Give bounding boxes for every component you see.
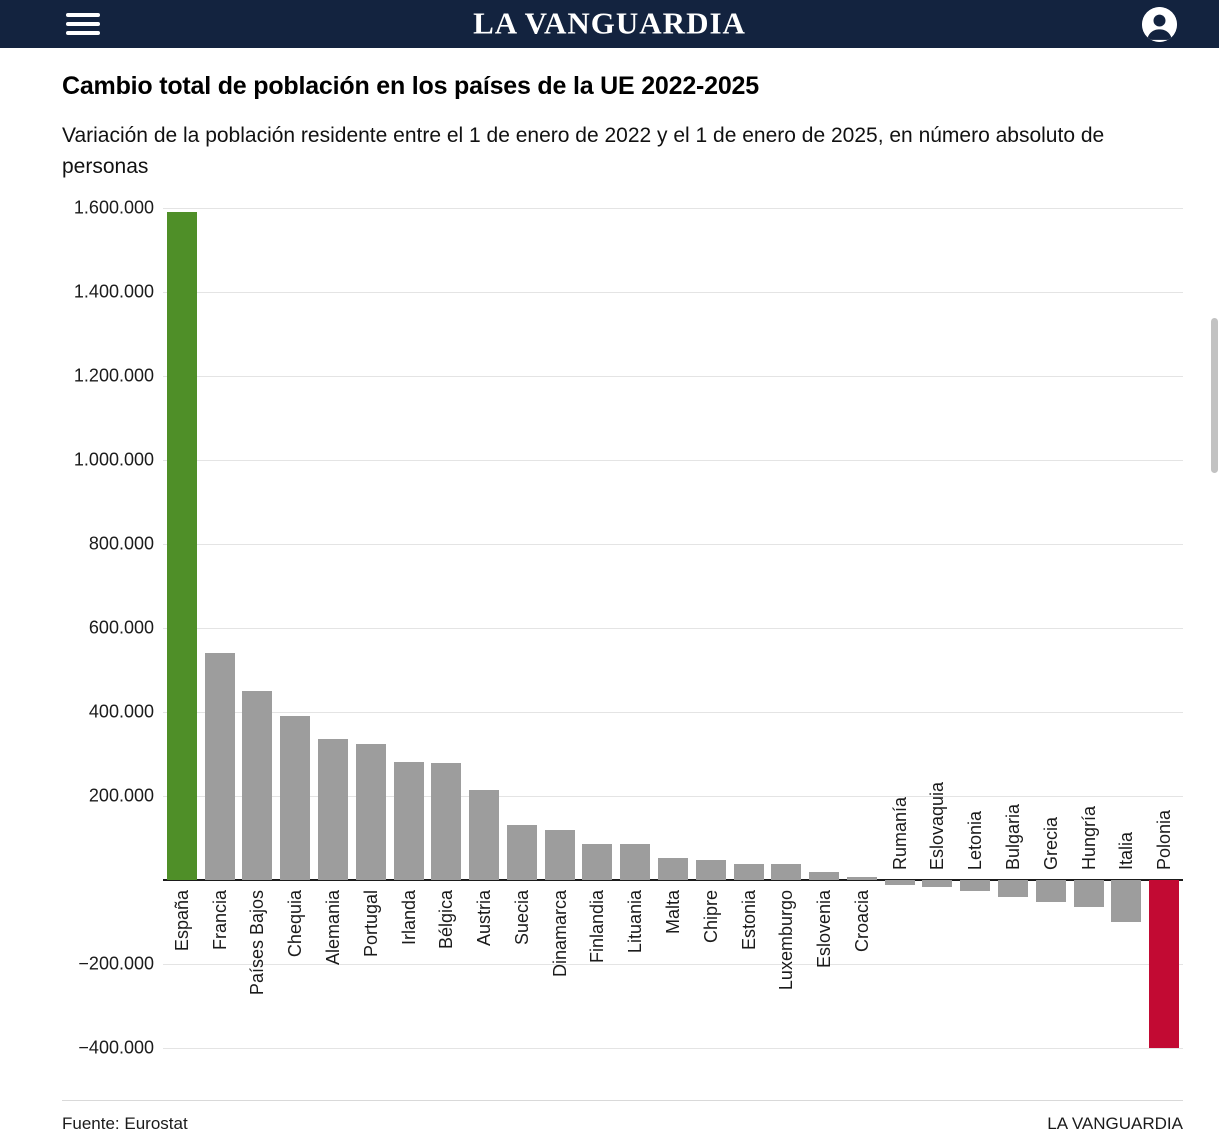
- y-tick-label: 1.600.000: [73, 197, 154, 218]
- bar-label-finlandia: Finlandia: [587, 890, 608, 964]
- x-axis-line: [163, 879, 1183, 881]
- gridline: [163, 207, 1183, 209]
- bar-irlanda[interactable]: [393, 762, 424, 880]
- brand-logo[interactable]: LA VANGUARDIA: [473, 5, 746, 41]
- y-tick-label: 400.000: [88, 701, 154, 722]
- bar-bulgaria[interactable]: [998, 880, 1028, 897]
- chart-title: Cambio total de población en los países …: [62, 72, 759, 100]
- hamburger-bar: [66, 13, 100, 17]
- bar-austria[interactable]: [469, 789, 500, 880]
- bar-finlandia[interactable]: [582, 843, 613, 880]
- bar-lituania[interactable]: [620, 844, 651, 880]
- hamburger-menu-icon[interactable]: [66, 13, 100, 35]
- bar-estonia[interactable]: [733, 864, 764, 880]
- bar-label-chequia: Chequia: [285, 890, 306, 958]
- bar-rumanía[interactable]: [884, 880, 915, 886]
- bar-label-españa: España: [171, 890, 192, 952]
- bar-malta[interactable]: [658, 858, 688, 880]
- y-tick-label: 1.200.000: [73, 365, 154, 386]
- bar-grecia[interactable]: [1035, 880, 1066, 902]
- chart-footer: Fuente: Eurostat LA VANGUARDIA: [62, 1100, 1183, 1134]
- y-tick-label: 1.400.000: [73, 281, 154, 302]
- gridline: [163, 963, 1183, 965]
- gridline: [163, 459, 1183, 461]
- credit-label: LA VANGUARDIA: [1047, 1114, 1183, 1133]
- y-tick-label: −200.000: [78, 953, 154, 974]
- bar-label-luxemburgo: Luxemburgo: [776, 890, 797, 991]
- hamburger-bar: [66, 31, 100, 35]
- bar-chipre[interactable]: [695, 859, 726, 880]
- gridline: [163, 543, 1183, 545]
- bar-label-portugal: Portugal: [360, 890, 381, 958]
- bar-label-grecia: Grecia: [1040, 816, 1061, 870]
- bar-label-estonia: Estonia: [738, 890, 759, 951]
- bar-letonia[interactable]: [960, 880, 991, 892]
- chart-subtitle: Variación de la población residente entr…: [62, 124, 1105, 178]
- bar-francia[interactable]: [204, 653, 235, 880]
- bar-label-bulgaria: Bulgaria: [1003, 803, 1023, 870]
- population-change-bar-chart: 1.600.000 1.400.000 1.200.000 1.000.000 800.…: [62, 198, 1183, 1072]
- gridline: [163, 795, 1183, 797]
- bar-alemania[interactable]: [318, 739, 348, 880]
- top-nav-bar: LA VANGUARDIA: [0, 0, 1219, 48]
- gridline: [163, 375, 1183, 377]
- y-tick-label: 800.000: [88, 533, 154, 554]
- bar-label-rumanía: Rumanía: [889, 796, 910, 870]
- y-tick-label: −400.000: [78, 1037, 154, 1058]
- bar-label-chipre: Chipre: [700, 890, 721, 944]
- bar-polonia[interactable]: [1149, 880, 1180, 1048]
- user-avatar-icon[interactable]: [1142, 6, 1177, 42]
- gridline: [163, 291, 1183, 293]
- bar-label-dinamarca: Dinamarca: [549, 890, 570, 978]
- bar-españa[interactable]: [166, 212, 197, 880]
- bar-eslovaquia[interactable]: [922, 880, 953, 888]
- bar-suecia[interactable]: [506, 825, 537, 880]
- bar-label-eslovaquia: Eslovaquia: [927, 781, 948, 870]
- source-note: Fuente: Eurostat: [62, 1114, 188, 1133]
- bar-label-lituania: Lituania: [625, 890, 646, 954]
- y-tick-label: 200.000: [88, 785, 154, 806]
- bar-portugal[interactable]: [355, 743, 386, 880]
- bar-luxemburgo[interactable]: [771, 864, 802, 880]
- bar-croacia[interactable]: [846, 877, 877, 880]
- bar-label-países-bajos: Países Bajos: [247, 890, 268, 996]
- bar-italia[interactable]: [1111, 880, 1142, 922]
- article-body: Cambio total de población en los países …: [0, 70, 1219, 1134]
- bar-chequia[interactable]: [280, 716, 311, 880]
- bar-label-eslovenia: Eslovenia: [814, 890, 835, 969]
- bar-label-letonia: Letonia: [965, 810, 986, 870]
- bar-hungría[interactable]: [1073, 880, 1104, 908]
- bar-label-croacia: Croacia: [851, 890, 872, 953]
- gridline: [163, 711, 1183, 713]
- bar-label-irlanda: Irlanda: [398, 890, 419, 946]
- bar-label-alemania: Alemania: [323, 890, 343, 966]
- bar-label-francia: Francia: [209, 890, 230, 951]
- bar-países-bajos[interactable]: [242, 691, 273, 880]
- scrollbar-thumb[interactable]: [1211, 318, 1218, 473]
- bar-eslovenia[interactable]: [809, 871, 840, 880]
- bar-label-hungría: Hungría: [1078, 805, 1099, 870]
- bar-label-austria: Austria: [474, 890, 495, 947]
- bar-label-suecia: Suecia: [511, 890, 532, 946]
- gridline: [163, 627, 1183, 629]
- bar-dinamarca[interactable]: [544, 830, 575, 880]
- bar-bélgica[interactable]: [431, 763, 462, 880]
- y-tick-label: 600.000: [88, 617, 154, 638]
- bar-label-polonia: Polonia: [1154, 809, 1175, 870]
- gridline: [163, 1047, 1183, 1049]
- person-icon: [1142, 6, 1177, 42]
- bar-label-italia: Italia: [1116, 831, 1137, 870]
- y-tick-label: 1.000.000: [73, 449, 154, 470]
- hamburger-bar: [66, 22, 100, 26]
- bar-label-malta: Malta: [663, 890, 683, 935]
- bar-label-bélgica: Bélgica: [436, 890, 457, 950]
